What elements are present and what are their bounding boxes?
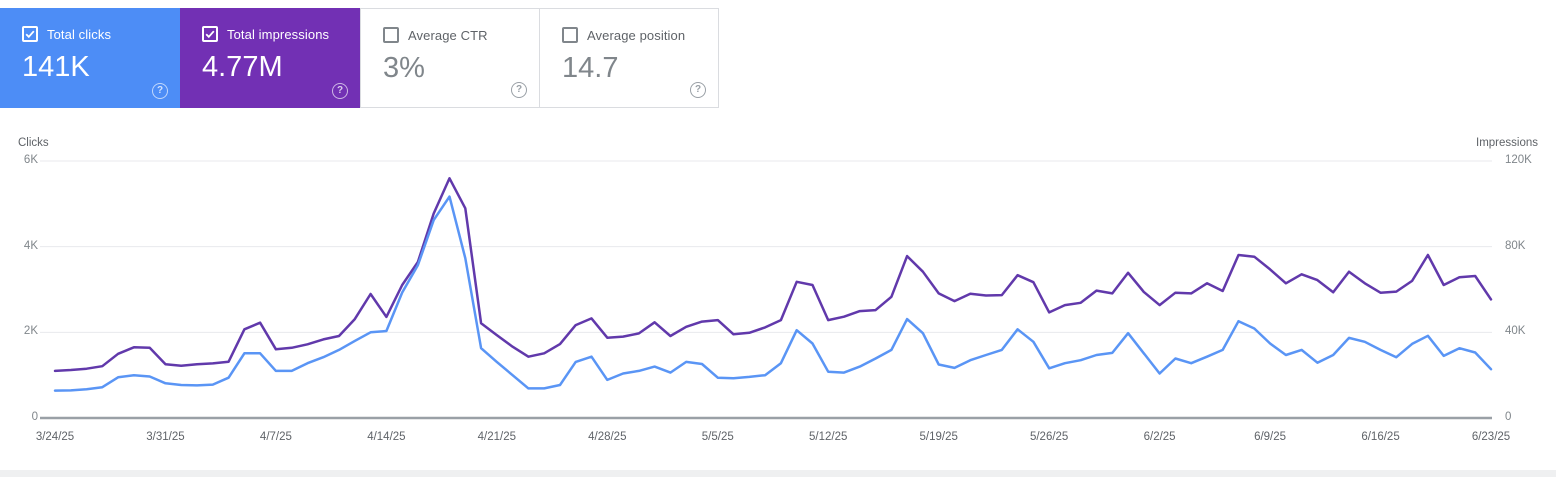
impressions-line[interactable] xyxy=(53,177,1493,373)
x-axis-label: 6/9/25 xyxy=(1254,431,1287,443)
impressions-axis-title: Impressions xyxy=(1476,137,1538,149)
x-axis-label: 4/14/25 xyxy=(367,431,406,443)
bottom-divider xyxy=(0,470,1556,477)
y-tick-label-left: 2K xyxy=(23,325,38,338)
metric-label: Average position xyxy=(587,27,686,43)
x-axis-label: 5/12/25 xyxy=(809,431,848,443)
metric-card-total-impressions[interactable]: Total impressions 4.77M ? xyxy=(180,8,360,108)
checkbox-total-impressions[interactable] xyxy=(202,26,218,42)
checkbox-total-clicks[interactable] xyxy=(22,26,38,42)
metric-card-average-position[interactable]: Average position 14.7 ? xyxy=(539,8,719,108)
x-axis-label: 6/23/25 xyxy=(1471,431,1511,443)
help-icon[interactable]: ? xyxy=(332,83,348,99)
x-axis-label: 3/24/25 xyxy=(35,431,75,443)
clicks-line[interactable] xyxy=(53,195,1493,392)
x-axis-label: 6/16/25 xyxy=(1361,431,1400,443)
y-tick-label-left: 0 xyxy=(31,411,38,423)
checkbox-average-ctr[interactable] xyxy=(383,27,399,43)
help-icon[interactable]: ? xyxy=(690,82,706,98)
y-tick-label-right: 80K xyxy=(1505,239,1526,252)
x-axis-label: 5/26/25 xyxy=(1029,431,1069,443)
x-axis-label: 4/21/25 xyxy=(477,431,517,443)
y-tick-label-right: 0 xyxy=(1505,411,1512,423)
x-axis-label: 5/19/25 xyxy=(919,431,958,443)
x-axis-label: 5/5/25 xyxy=(701,431,734,443)
x-axis-label: 4/7/25 xyxy=(259,431,292,443)
metric-card-average-ctr[interactable]: Average CTR 3% ? xyxy=(360,8,540,108)
y-tick-label-right: 40K xyxy=(1505,325,1526,338)
x-axis-label: 3/31/25 xyxy=(146,431,185,443)
clicks-axis-title: Clicks xyxy=(18,137,49,149)
y-tick-label-right: 120K xyxy=(1505,154,1532,166)
help-icon[interactable]: ? xyxy=(511,82,527,98)
metric-card-total-clicks[interactable]: Total clicks 141K ? xyxy=(0,8,180,108)
metric-value: 3% xyxy=(383,52,425,84)
check-icon xyxy=(205,30,215,39)
metric-label: Total clicks xyxy=(47,26,112,42)
metric-value: 4.77M xyxy=(202,51,283,83)
metric-value: 14.7 xyxy=(562,52,619,84)
y-tick-label-left: 4K xyxy=(23,239,38,252)
y-tick-label-left: 6K xyxy=(23,154,38,166)
checkbox-average-position[interactable] xyxy=(562,27,578,43)
metric-value: 141K xyxy=(22,51,90,83)
x-axis-label: 6/2/25 xyxy=(1143,431,1176,443)
metric-label: Total impressions xyxy=(227,26,330,42)
help-icon[interactable]: ? xyxy=(152,83,168,99)
metric-label: Average CTR xyxy=(408,27,488,43)
x-axis-label: 4/28/25 xyxy=(588,431,627,443)
check-icon xyxy=(25,30,35,39)
